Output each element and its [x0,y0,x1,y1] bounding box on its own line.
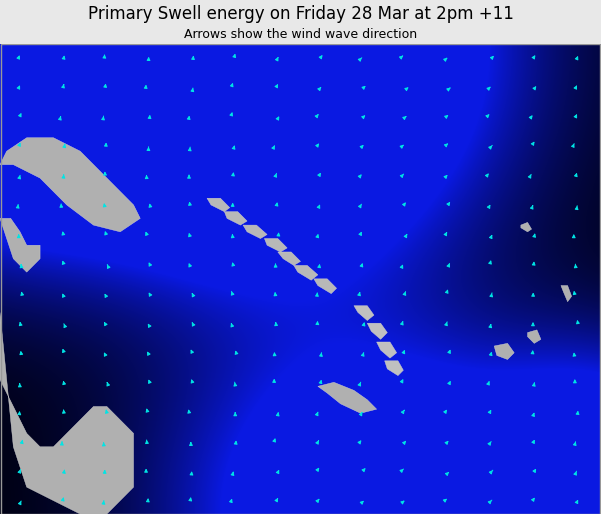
Polygon shape [224,212,247,225]
Polygon shape [561,286,572,302]
Polygon shape [521,223,531,232]
Polygon shape [243,225,267,238]
Polygon shape [354,306,374,321]
Polygon shape [318,382,377,413]
Polygon shape [0,138,140,232]
Polygon shape [367,323,387,339]
Polygon shape [294,265,318,280]
Polygon shape [385,361,403,376]
Text: Arrows show the wind wave direction: Arrows show the wind wave direction [184,28,417,41]
Text: Primary Swell energy on Friday 28 Mar at 2pm +11: Primary Swell energy on Friday 28 Mar at… [88,5,513,23]
Polygon shape [207,198,230,212]
Polygon shape [314,279,337,293]
Polygon shape [278,252,300,265]
Polygon shape [494,343,514,359]
Polygon shape [377,342,397,358]
Polygon shape [0,218,40,272]
Polygon shape [528,330,541,343]
Polygon shape [0,313,133,514]
Polygon shape [264,238,287,252]
